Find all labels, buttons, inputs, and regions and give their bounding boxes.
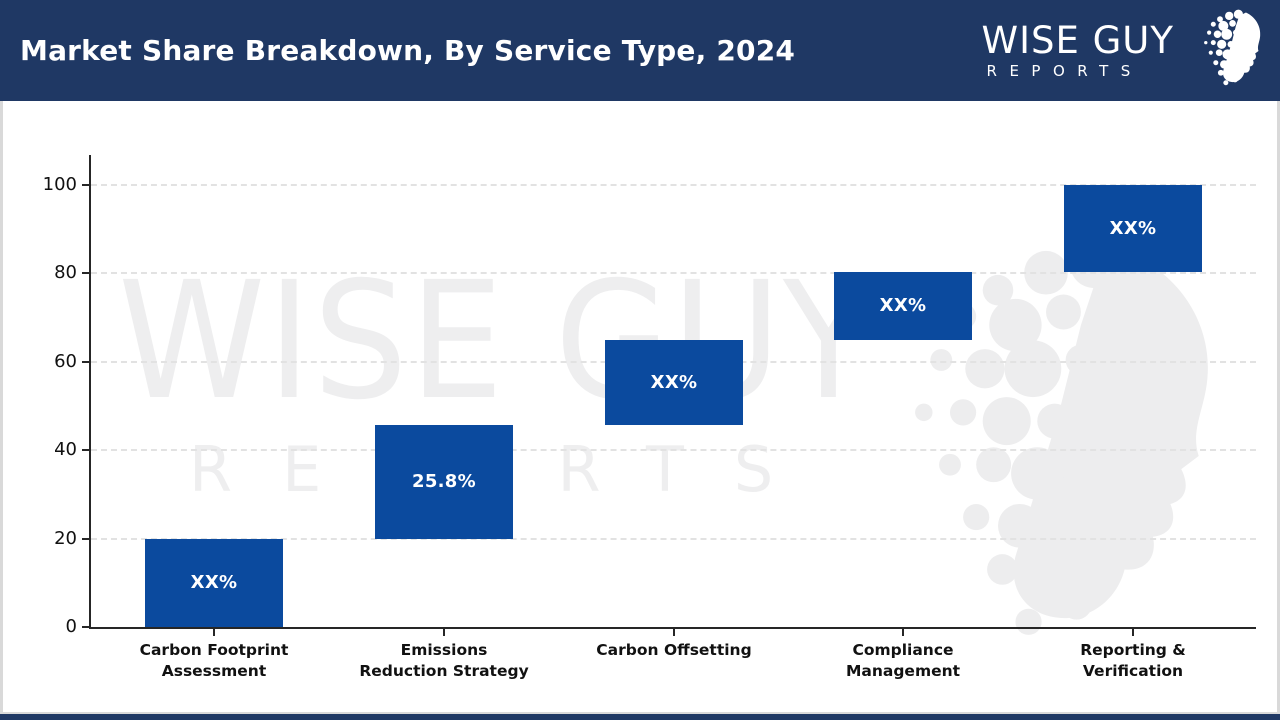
x-tick-mark — [213, 629, 215, 636]
logo-head-icon — [1174, 7, 1266, 95]
logo-wordmark: WISE GUY REPORTS — [982, 22, 1174, 80]
y-tick-label: 0 — [65, 616, 77, 637]
bar: XX% — [145, 538, 283, 627]
x-tick-label: Compliance Management — [846, 640, 960, 682]
bar: 25.8% — [375, 424, 513, 539]
bar-value-label: XX% — [1109, 218, 1157, 240]
bar: XX% — [605, 339, 743, 425]
x-tick-label-line: Reporting & — [1080, 641, 1186, 659]
bar: XX% — [1064, 185, 1202, 273]
x-tick-label-line: Management — [845, 661, 961, 680]
y-tick-mark — [82, 272, 91, 275]
chart-area: WISE GUY REPORTS 020406080100XX%25.8%XX%… — [0, 101, 1280, 713]
x-tick-label: Carbon Offsetting — [596, 640, 751, 661]
header: Market Share Breakdown, By Service Type,… — [0, 0, 1280, 101]
bar-value-label: XX% — [650, 371, 698, 393]
x-tick-mark — [902, 629, 904, 636]
y-tick-mark — [82, 537, 91, 540]
x-axis-spine — [89, 627, 1256, 629]
x-tick-label-line: Verification — [1082, 661, 1184, 680]
x-tick-mark — [673, 629, 675, 636]
grid-line — [91, 449, 1256, 452]
x-tick-label: Reporting & Verification — [1080, 640, 1186, 682]
x-tick-label-line: Compliance — [852, 641, 954, 659]
watermark-text-line1: WISE GUY — [118, 248, 876, 436]
bar-value-label: XX% — [879, 295, 927, 317]
x-tick-label-line: Emissions — [400, 641, 488, 659]
grid-line — [91, 184, 1256, 186]
y-tick-mark — [82, 184, 91, 186]
x-tick-mark — [1132, 629, 1134, 636]
bar-value-label: 25.8% — [412, 471, 476, 493]
y-tick-mark — [82, 449, 91, 452]
y-tick-label: 40 — [54, 439, 77, 461]
x-tick-label-line: Reduction Strategy — [359, 661, 529, 680]
y-tick-label: 100 — [42, 174, 77, 195]
logo-wordmark-line2: REPORTS — [986, 61, 1143, 80]
brand-logo: WISE GUY REPORTS — [982, 0, 1266, 101]
y-tick-mark — [82, 626, 91, 628]
y-tick-label: 60 — [54, 350, 77, 372]
x-tick-label-line: Carbon Footprint — [139, 641, 289, 659]
y-tick-mark — [82, 360, 91, 363]
footer-bar — [0, 714, 1280, 720]
y-axis-spine — [89, 155, 91, 629]
x-tick-label: Emissions Reduction Strategy — [359, 640, 528, 682]
x-tick-label-line: Assessment — [161, 661, 267, 680]
page-title: Market Share Breakdown, By Service Type,… — [20, 34, 796, 67]
watermark-head-icon — [758, 221, 1238, 691]
logo-wordmark-line1: WISE GUY — [981, 18, 1174, 62]
x-tick-mark — [443, 629, 445, 636]
x-tick-label-line: Carbon Offsetting — [596, 641, 752, 659]
bar-value-label: XX% — [190, 572, 238, 594]
bar: XX% — [834, 272, 972, 340]
footer-divider — [0, 712, 1280, 714]
y-tick-label: 80 — [54, 262, 77, 284]
y-tick-label: 20 — [54, 527, 77, 549]
x-tick-label: Carbon Footprint Assessment — [140, 640, 289, 682]
grid-line — [91, 537, 1256, 540]
grid-line — [91, 272, 1256, 275]
